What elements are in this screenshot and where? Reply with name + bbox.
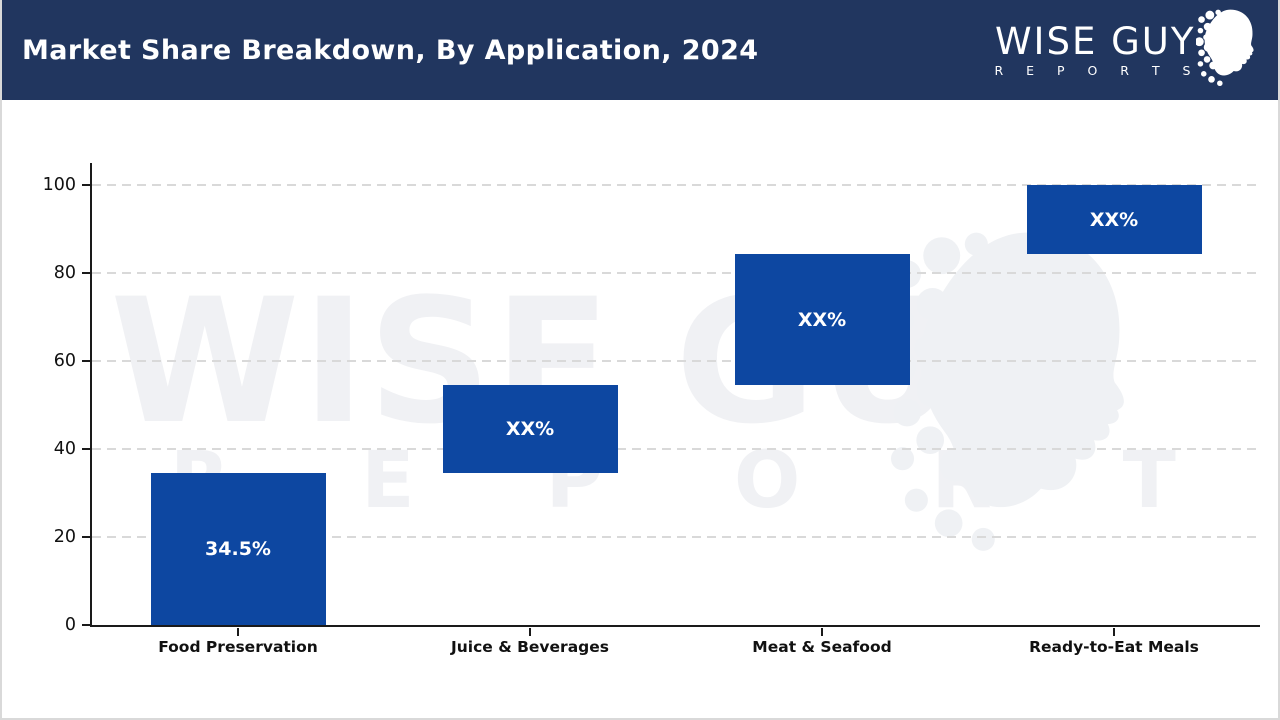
bar-value-label: 34.5% — [205, 538, 271, 561]
y-axis-tick — [82, 360, 90, 362]
bar-value-label: XX% — [797, 308, 847, 331]
plot-area: 0 20 40 60 80 100 34.5% Food Preservation XX% Jui… — [43, 163, 1260, 656]
brand-name: WISE GUY — [994, 19, 1196, 63]
y-axis-tick-label: 100 — [42, 175, 76, 195]
bar-segment: 34.5% — [150, 473, 326, 625]
x-axis-tick — [237, 628, 239, 636]
x-axis-tick — [529, 628, 531, 636]
brand-subname: R E P O R T S — [994, 62, 1200, 78]
brand-logo: WISE GUY R E P O R T S — [994, 6, 1268, 94]
x-axis-category-label: Food Preservation — [158, 638, 318, 656]
brand-logo-text: WISE GUY R E P O R T S — [990, 23, 1200, 78]
bar-value-label: XX% — [1089, 208, 1139, 231]
y-axis-tick — [82, 272, 90, 274]
bar-segment: XX% — [442, 385, 618, 474]
bar-segment: XX% — [734, 254, 910, 386]
dotted-head-icon — [1196, 9, 1254, 86]
y-axis-tick-label: 80 — [53, 263, 76, 283]
x-axis-tick — [1113, 628, 1115, 636]
bar-value-label: XX% — [505, 418, 555, 441]
y-axis-tick-label: 40 — [53, 439, 76, 459]
y-axis-tick — [82, 536, 90, 538]
header-bar: Market Share Breakdown, By Application, … — [2, 0, 1278, 100]
x-axis-category-label: Meat & Seafood — [752, 638, 892, 656]
x-axis-tick — [821, 628, 823, 636]
y-axis-tick — [82, 184, 90, 186]
y-axis-tick — [82, 624, 90, 626]
y-axis-tick-label: 20 — [53, 527, 76, 547]
y-axis-tick — [82, 448, 90, 450]
gridline — [92, 272, 1260, 274]
gridline — [92, 184, 1260, 186]
y-axis-tick-label: 0 — [64, 615, 76, 635]
gridline — [92, 360, 1260, 362]
gridline — [92, 448, 1260, 450]
y-axis-tick-label: 60 — [53, 351, 76, 371]
gridline — [92, 536, 1260, 538]
page-title: Market Share Breakdown, By Application, … — [22, 34, 759, 66]
bar-segment: XX% — [1026, 185, 1202, 255]
x-axis-category-label: Juice & Beverages — [450, 638, 609, 656]
x-axis-category-label: Ready-to-Eat Meals — [1029, 638, 1199, 656]
